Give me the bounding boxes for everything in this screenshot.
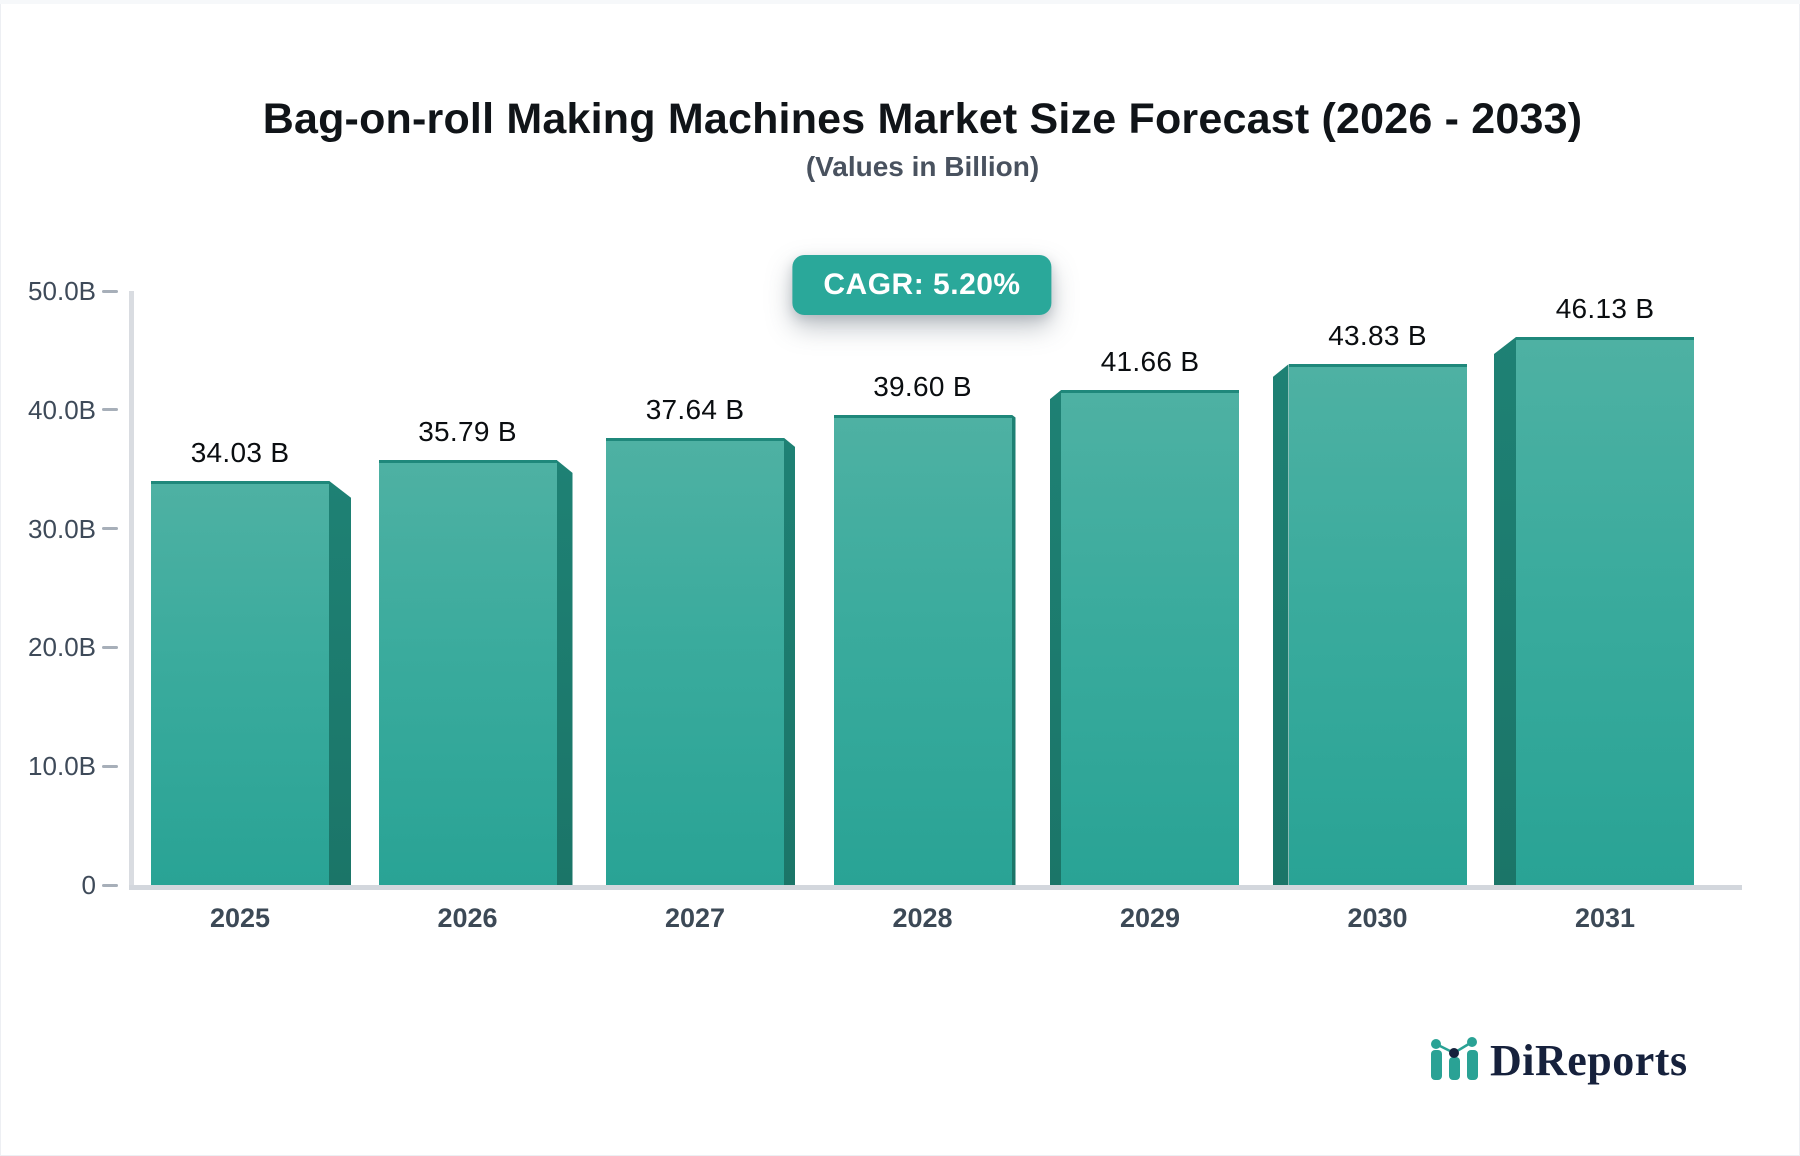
bar-3d-side <box>1011 414 1016 885</box>
y-axis-tick <box>102 645 118 649</box>
bar-value-label: 35.79 B <box>418 415 517 447</box>
bar-2027 <box>606 437 795 885</box>
y-axis-label: 20.0B <box>28 632 96 663</box>
bar-line-chart-icon <box>1428 1036 1482 1085</box>
bar-face <box>1516 336 1694 885</box>
y-axis-line <box>129 291 134 885</box>
bar-2028 <box>833 414 1016 885</box>
y-axis-label: 50.0B <box>28 276 96 306</box>
bar-face <box>1288 364 1467 885</box>
bar-3d-side <box>329 480 351 885</box>
bar-3d-side <box>556 459 573 885</box>
bar-value-label: 39.60 B <box>873 370 972 402</box>
bar-2025 <box>151 480 351 885</box>
y-axis-label: 30.0B <box>28 513 96 544</box>
x-axis-label: 2028 <box>892 903 953 933</box>
bar-3d-side <box>1494 336 1516 885</box>
x-axis-label: 2030 <box>1347 903 1408 933</box>
x-axis-label: 2025 <box>209 903 271 933</box>
x-axis-label: 2029 <box>1119 903 1181 933</box>
bar-2026 <box>378 459 573 885</box>
bar-face <box>378 459 557 885</box>
chart-title: Bag-on-roll Making Machines Market Size … <box>262 95 1583 143</box>
bar-3d-side <box>1272 364 1289 885</box>
y-axis-tick <box>102 883 118 887</box>
y-axis-label: 0 <box>81 870 96 900</box>
logo-text: DiReports <box>1490 1036 1688 1085</box>
x-axis-line <box>129 885 1742 890</box>
bar-value-label: 34.03 B <box>190 436 290 468</box>
bar-2031 <box>1494 336 1694 885</box>
y-axis-tick <box>102 289 118 293</box>
x-axis-label: 2027 <box>664 903 726 933</box>
direports-logo: DiReports <box>1428 1036 1688 1085</box>
bar-3d-side <box>784 437 795 885</box>
bar-face <box>1061 390 1239 885</box>
bar-value-label: 46.13 B <box>1555 292 1655 324</box>
bar-value-label: 41.66 B <box>1100 346 1200 378</box>
y-axis-label: 10.0B <box>28 751 96 782</box>
y-axis-label: 40.0B <box>28 394 96 425</box>
bar-2029 <box>1050 390 1239 885</box>
bar-2030 <box>1272 364 1467 885</box>
bar-value-label: 37.64 B <box>645 393 745 425</box>
bar-3d-side <box>1050 390 1061 885</box>
cagr-badge: CAGR: 5.20% <box>792 255 1052 315</box>
bar-value-label: 43.83 B <box>1328 320 1427 352</box>
bar-face <box>606 437 784 885</box>
y-axis-tick <box>102 527 118 531</box>
x-axis-label: 2026 <box>437 903 498 933</box>
y-axis-tick <box>102 408 118 412</box>
bar-face <box>151 480 329 885</box>
x-axis-label: 2031 <box>1574 903 1636 933</box>
bar-face <box>833 414 1012 885</box>
y-axis-tick <box>102 764 118 768</box>
top-border-strip <box>0 0 1800 4</box>
chart-header: Bag-on-roll Making Machines Market Size … <box>130 94 1715 184</box>
chart-subtitle: (Values in Billion) <box>805 151 1040 182</box>
